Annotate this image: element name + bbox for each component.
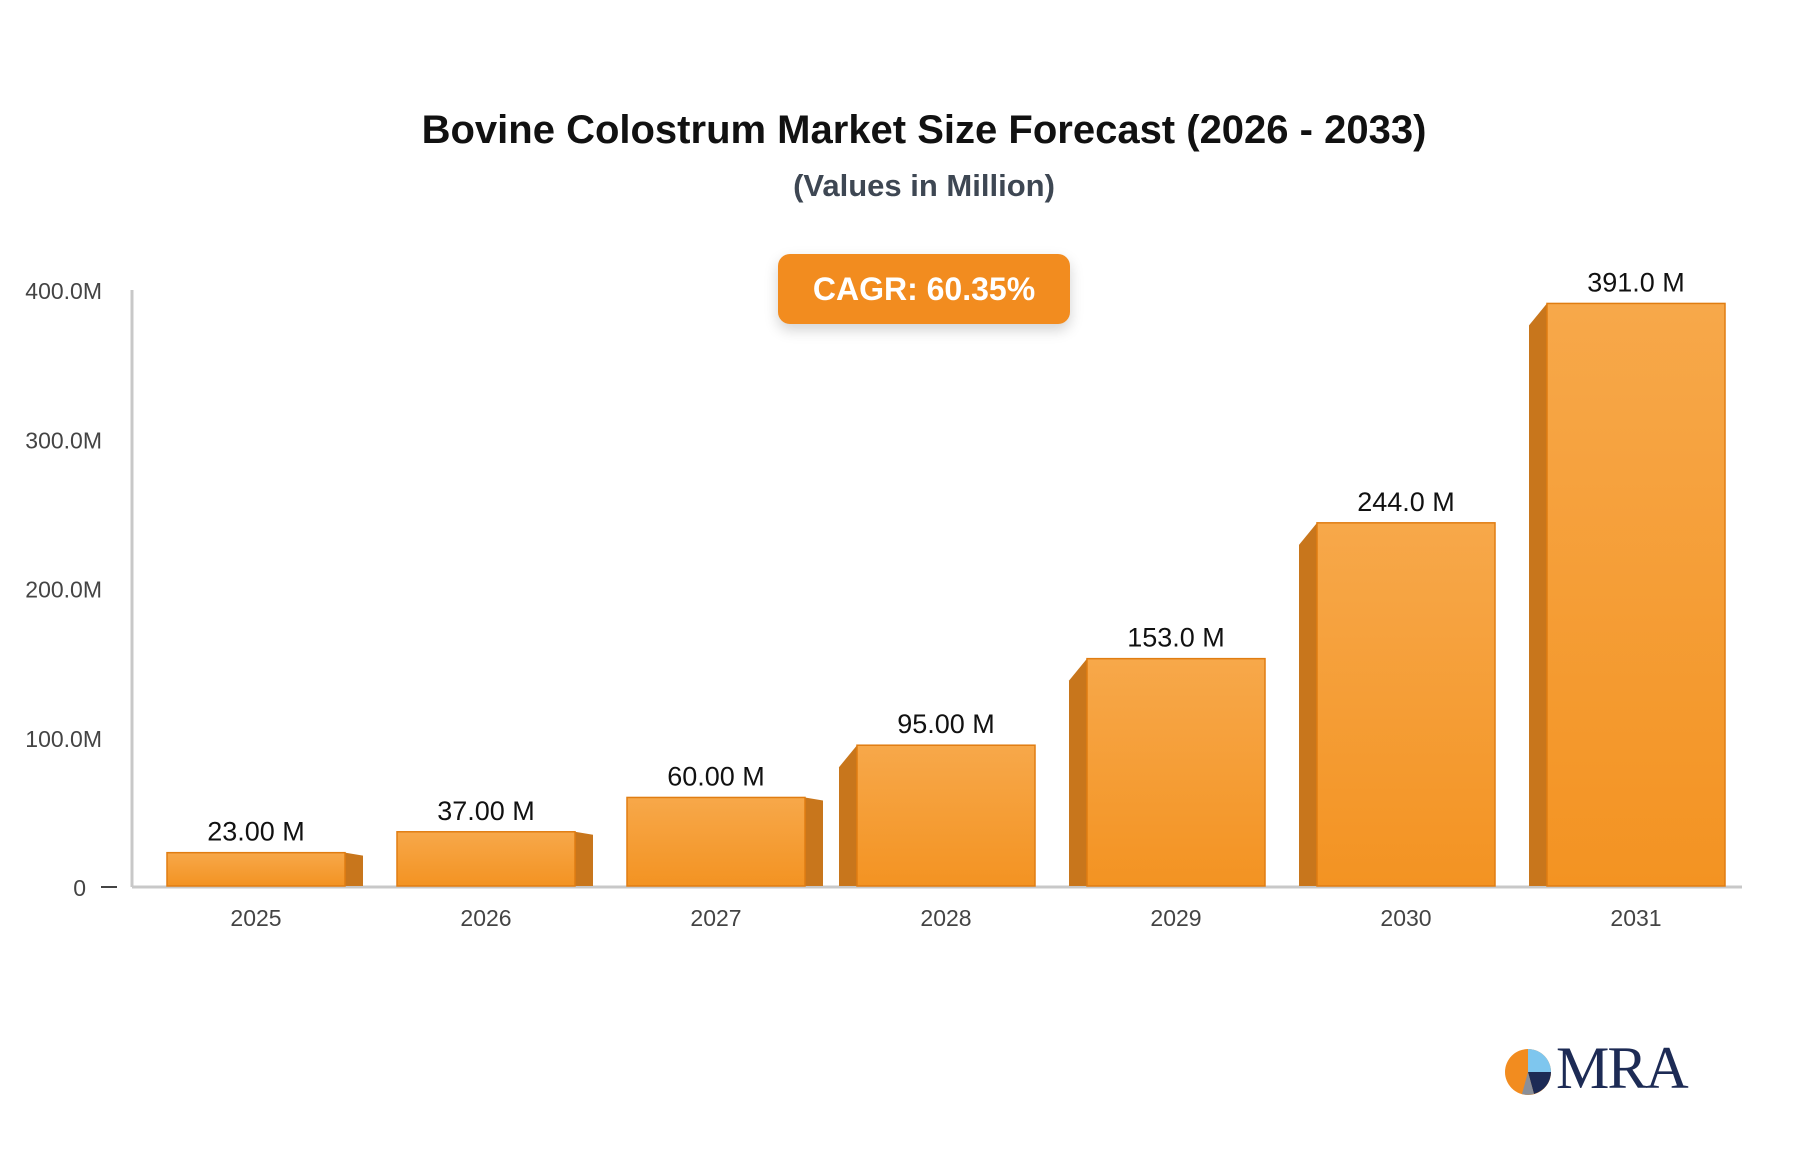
x-tick-label: 2030 xyxy=(1380,905,1431,931)
bar-2028 xyxy=(839,744,1036,887)
x-tick-label: 2028 xyxy=(920,905,971,931)
cagr-badge: CAGR: 60.35% xyxy=(778,254,1070,324)
bar-front xyxy=(1086,657,1266,887)
chart-title: Bovine Colostrum Market Size Forecast (2… xyxy=(421,108,1427,152)
bar-side xyxy=(805,797,823,886)
bar-2031 xyxy=(1529,302,1726,887)
x-tick-label: 2026 xyxy=(460,905,511,931)
chart-subtitle: (Values in Million) xyxy=(793,168,1055,203)
bar-side xyxy=(1529,303,1547,886)
bar-labels: 23.00 M 2025 37.00 M 2026 60.00 M 2027 95.00 M… xyxy=(207,267,1685,931)
bar-2030 xyxy=(1299,522,1496,887)
bar-value-label: 37.00 M xyxy=(437,796,535,826)
y-tick-label: 300.0M xyxy=(25,427,102,453)
bar-2026 xyxy=(396,831,593,887)
logo-pie-icon xyxy=(1505,1049,1551,1095)
bar-front xyxy=(1316,522,1496,887)
bar-front xyxy=(166,851,346,887)
bar-value-label: 244.0 M xyxy=(1357,487,1455,517)
bar-value-label: 95.00 M xyxy=(897,709,995,739)
bar-front xyxy=(626,796,806,887)
mra-logo: MRA xyxy=(1504,1035,1704,1101)
bar-side xyxy=(1299,522,1317,886)
bar-2025 xyxy=(166,851,363,887)
y-tick-label: 100.0M xyxy=(25,726,102,752)
bar-side xyxy=(345,852,363,886)
bar-value-label: 60.00 M xyxy=(667,761,765,791)
x-tick-label: 2025 xyxy=(230,905,281,931)
bars xyxy=(166,302,1726,887)
axes: 0 100.0M 200.0M 300.0M 400.0M xyxy=(25,278,1742,901)
bar-value-label: 23.00 M xyxy=(207,817,305,847)
x-tick-label: 2031 xyxy=(1610,905,1661,931)
bar-side xyxy=(1069,658,1087,886)
bar-front xyxy=(1546,302,1726,887)
bar-value-label: 153.0 M xyxy=(1127,623,1225,653)
y-tick-label: 0 xyxy=(73,875,86,901)
bar-side xyxy=(575,831,593,886)
bar-2029 xyxy=(1069,657,1266,887)
y-tick-label: 400.0M xyxy=(25,278,102,304)
x-tick-label: 2029 xyxy=(1150,905,1201,931)
bar-value-label: 391.0 M xyxy=(1587,267,1685,297)
x-tick-label: 2027 xyxy=(690,905,741,931)
bar-side xyxy=(839,745,857,886)
bar-front xyxy=(856,744,1036,887)
y-tick-label: 200.0M xyxy=(25,577,102,603)
bar-2027 xyxy=(626,796,823,887)
bar-front xyxy=(396,831,576,887)
logo-text: MRA xyxy=(1556,1035,1689,1101)
